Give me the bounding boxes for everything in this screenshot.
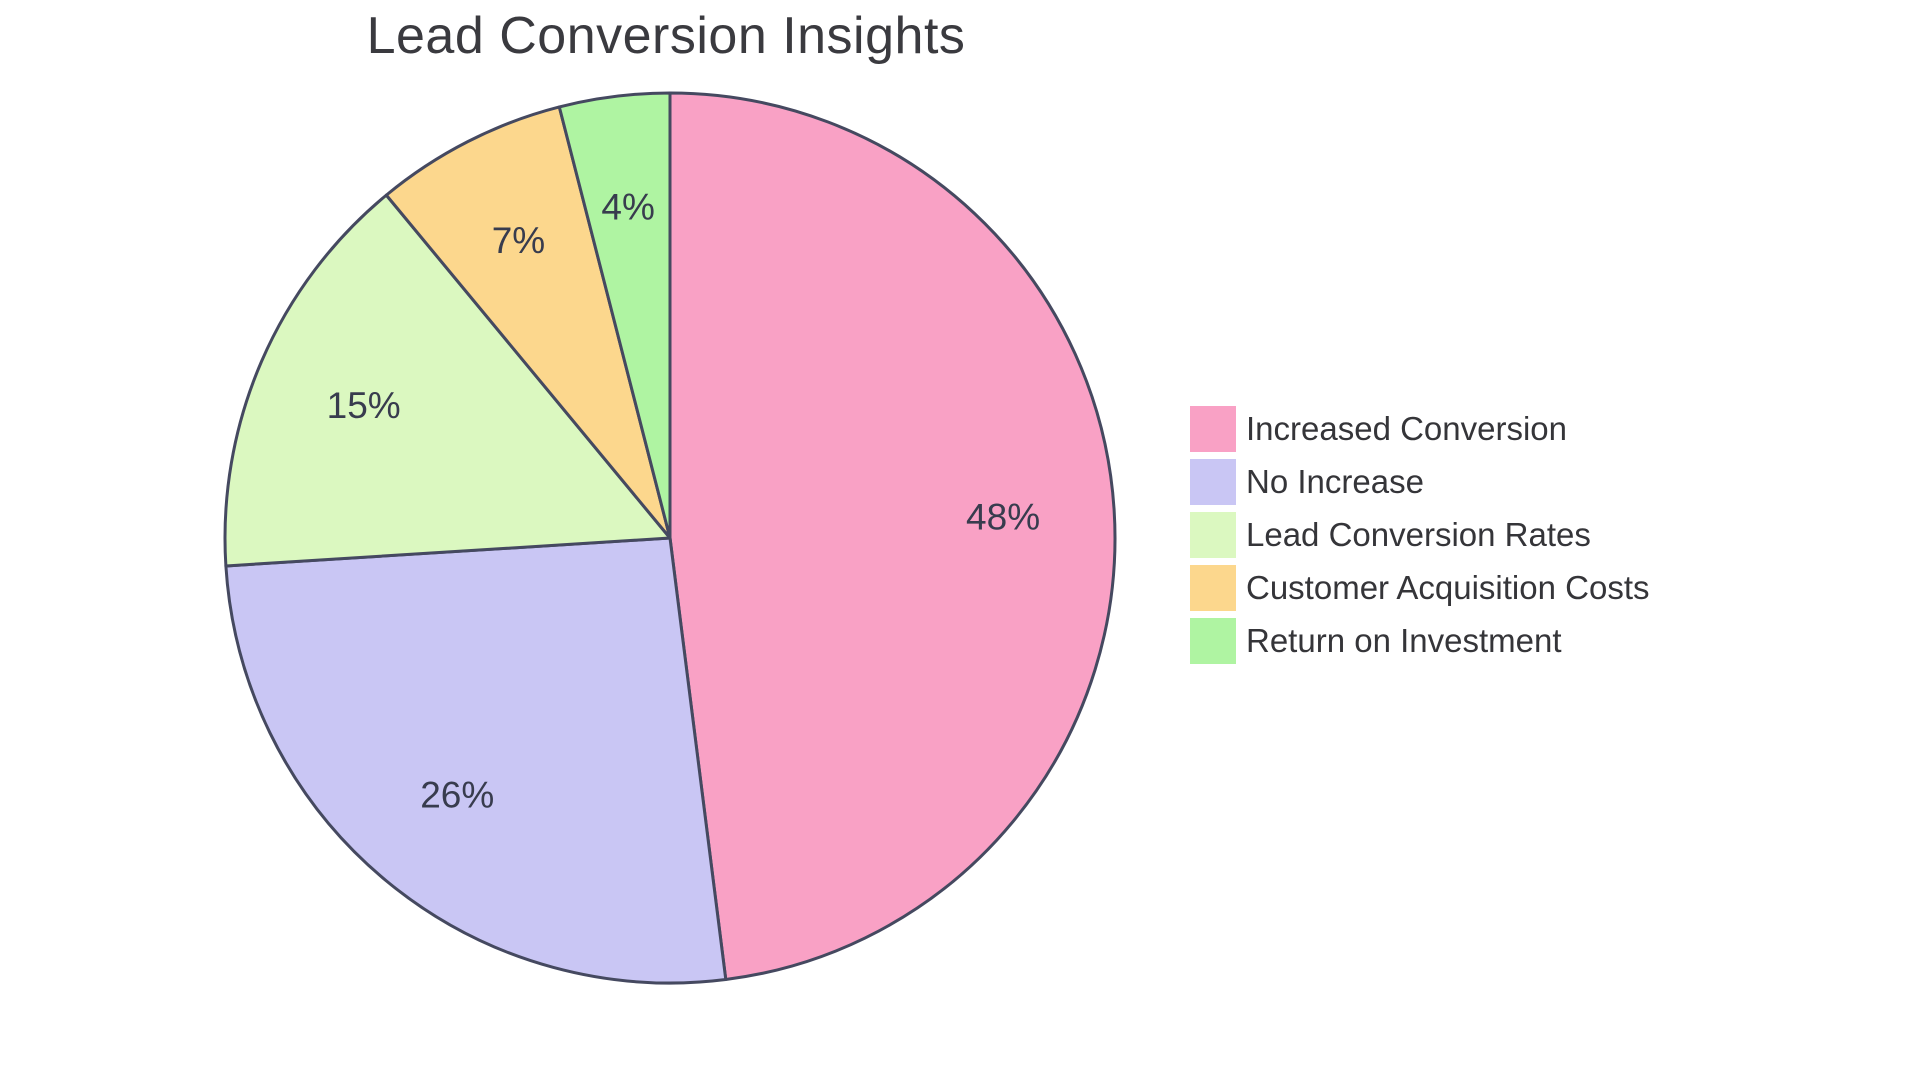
- legend-item-no-increase[interactable]: No Increase: [1190, 459, 1650, 505]
- legend-swatch-no-increase: [1190, 459, 1236, 505]
- slice-percent-label-increased-conversion: 48%: [966, 497, 1040, 538]
- pie-slice-no-increase[interactable]: [224, 536, 728, 985]
- legend-swatch-customer-acquisition-costs: [1190, 565, 1236, 611]
- legend-label: Customer Acquisition Costs: [1246, 569, 1650, 606]
- pie-slice-return-on-investment[interactable]: [557, 91, 672, 540]
- legend-label: No Increase: [1246, 463, 1424, 500]
- pie-slice-customer-acquisition-costs[interactable]: [384, 105, 672, 540]
- slice-percent-label-lead-conversion-rates: 15%: [327, 385, 401, 426]
- legend-item-lead-conversion-rates[interactable]: Lead Conversion Rates: [1190, 512, 1650, 558]
- legend-label: Return on Investment: [1246, 622, 1562, 659]
- legend-swatch-lead-conversion-rates: [1190, 512, 1236, 558]
- slice-percent-label-return-on-investment: 4%: [601, 186, 654, 227]
- legend-label: Lead Conversion Rates: [1246, 516, 1591, 553]
- chart-legend: Increased Conversion No Increase Lead Conv…: [1190, 406, 1650, 664]
- legend-label: Increased Conversion: [1246, 410, 1568, 447]
- legend-item-customer-acquisition-costs[interactable]: Customer Acquisition Costs: [1190, 565, 1650, 611]
- slice-percent-label-no-increase: 26%: [420, 775, 494, 816]
- legend-item-return-on-investment[interactable]: Return on Investment: [1190, 618, 1650, 664]
- slice-percent-label-customer-acquisition-costs: 7%: [492, 220, 545, 261]
- legend-item-increased-conversion[interactable]: Increased Conversion: [1190, 406, 1650, 452]
- pie-slice-increased-conversion[interactable]: [668, 91, 1117, 981]
- chart-title: Lead Conversion Insights: [366, 7, 966, 65]
- legend-swatch-increased-conversion: [1190, 406, 1236, 452]
- pie-slice-lead-conversion-rates[interactable]: [223, 193, 672, 568]
- legend-swatch-return-on-investment: [1190, 618, 1236, 664]
